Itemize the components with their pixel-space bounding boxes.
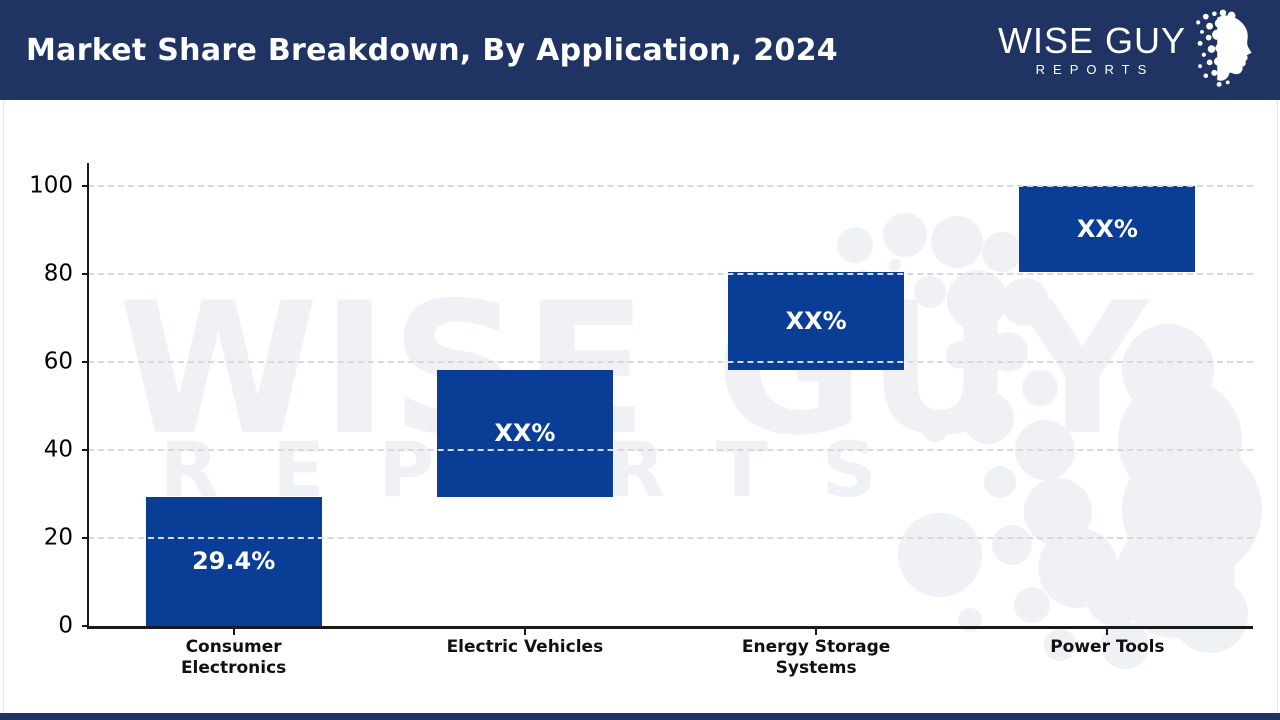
wise-guy-face-icon bbox=[1196, 9, 1252, 87]
y-tick-label: 20 bbox=[43, 524, 73, 551]
bar-power-tools: XX% bbox=[1019, 186, 1196, 272]
y-tick-mark bbox=[82, 449, 88, 451]
bar-value-label: 29.4% bbox=[191, 547, 276, 576]
right-edge-divider bbox=[1277, 100, 1278, 713]
y-tick-label: 0 bbox=[58, 612, 73, 639]
y-tick-mark bbox=[82, 537, 88, 539]
brand-subtitle: REPORTS bbox=[1035, 62, 1155, 77]
x-tick-mark bbox=[523, 629, 526, 635]
gridline bbox=[88, 273, 1253, 275]
y-tick-label: 60 bbox=[43, 348, 73, 375]
bar-energy-storage-systems: XX% bbox=[728, 271, 905, 370]
x-axis-label: Energy Storage Systems bbox=[741, 637, 891, 679]
gridline bbox=[88, 537, 1253, 539]
brand-logo: WISE GUY REPORTS bbox=[998, 9, 1254, 91]
y-axis-line bbox=[87, 163, 89, 626]
footer-bar bbox=[0, 713, 1280, 720]
header: Market Share Breakdown, By Application, … bbox=[0, 0, 1280, 100]
x-axis: Consumer Electronics Electric Vehicles Ene… bbox=[88, 637, 1253, 697]
x-axis-label: Electric Vehicles bbox=[446, 637, 604, 657]
bar-consumer-electronics: 29.4% bbox=[145, 496, 322, 626]
x-axis-label: Consumer Electronics bbox=[180, 637, 287, 679]
page-title: Market Share Breakdown, By Application, … bbox=[26, 32, 838, 68]
brand-name: WISE GUY bbox=[997, 20, 1186, 61]
y-tick-mark bbox=[82, 273, 88, 275]
brand-text: WISE GUY REPORTS bbox=[997, 20, 1186, 78]
left-edge-divider bbox=[3, 100, 4, 713]
y-tick-label: 80 bbox=[43, 260, 73, 287]
bar-value-label: XX% bbox=[494, 419, 556, 448]
bar-electric-vehicles: XX% bbox=[436, 369, 613, 497]
plot: 29.4% XX% XX% XX% bbox=[87, 163, 1253, 635]
x-tick-mark bbox=[232, 629, 235, 635]
gridline bbox=[88, 449, 1253, 451]
y-tick-label: 100 bbox=[29, 172, 73, 199]
gridline bbox=[88, 185, 1253, 187]
gridline bbox=[88, 361, 1253, 363]
x-axis-line bbox=[87, 626, 1253, 629]
x-tick-mark bbox=[815, 629, 818, 635]
x-tick-mark bbox=[1106, 629, 1109, 635]
y-tick-mark bbox=[82, 361, 88, 363]
bar-value-label: XX% bbox=[1076, 214, 1138, 243]
y-tick-label: 40 bbox=[43, 436, 73, 463]
x-axis-label: Power Tools bbox=[1050, 637, 1165, 657]
y-axis: 0 20 40 60 80 100 bbox=[0, 174, 88, 637]
y-tick-mark bbox=[82, 625, 88, 627]
y-tick-mark bbox=[82, 185, 88, 187]
bar-value-label: XX% bbox=[785, 306, 847, 335]
